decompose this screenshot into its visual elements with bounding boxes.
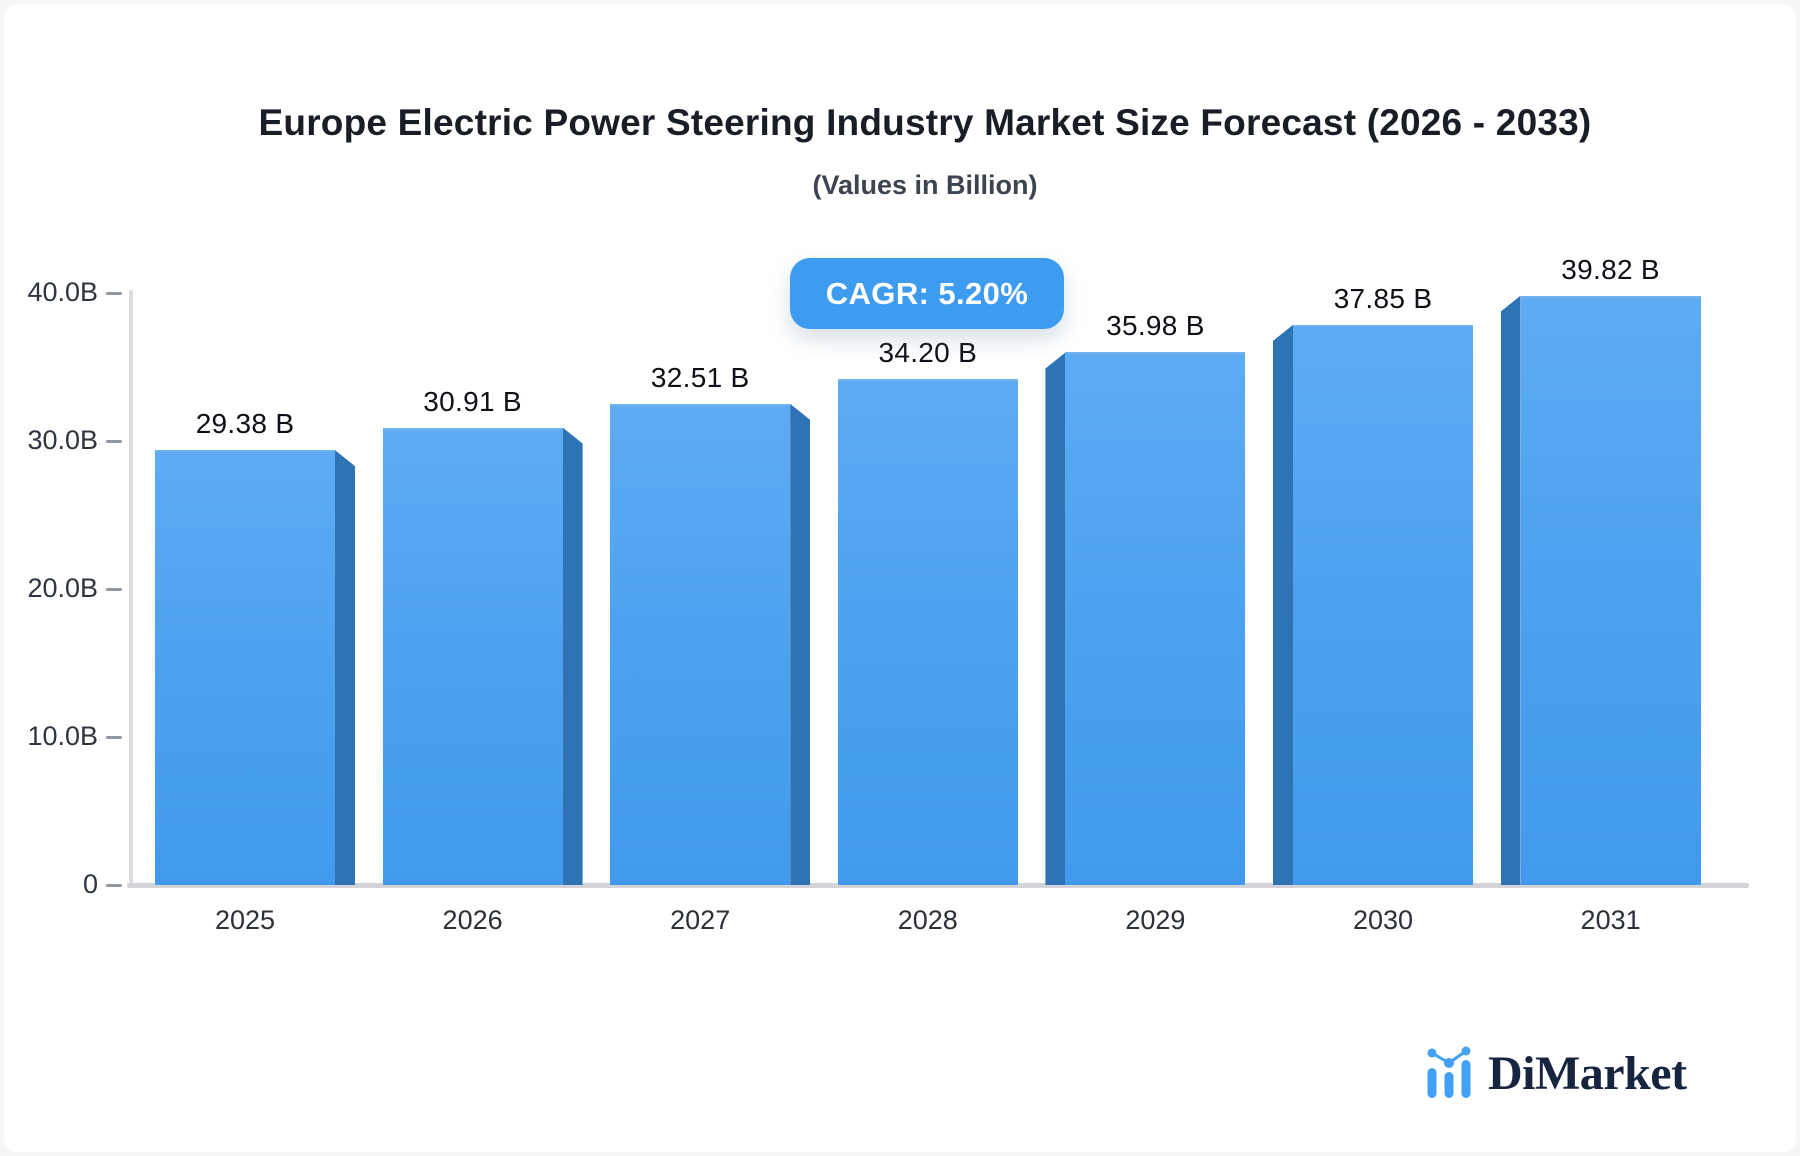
chart-card: Europe Electric Power Steering Industry … bbox=[4, 4, 1796, 1152]
bar-value-label: 37.85 B bbox=[1333, 282, 1433, 314]
chart-title: Europe Electric Power Steering Industry … bbox=[258, 102, 1592, 143]
bar-2026[interactable] bbox=[382, 427, 563, 885]
bar-2031-side bbox=[1500, 295, 1521, 885]
bar-chart-logo-icon bbox=[1427, 1046, 1471, 1098]
x-tick-label: 2028 bbox=[897, 905, 958, 935]
y-tick-label: 30.0B bbox=[27, 425, 98, 455]
bar-2029-side bbox=[1045, 352, 1066, 885]
bar-2025-side bbox=[335, 450, 355, 885]
bar-2028[interactable] bbox=[837, 378, 1018, 885]
cagr-badge: CAGR: 5.20% bbox=[790, 258, 1064, 329]
bar-value-label: 30.91 B bbox=[423, 385, 522, 417]
y-tick-mark bbox=[106, 883, 122, 887]
x-tick-label: 2027 bbox=[670, 905, 731, 935]
plot-area: 0 10.0B 20.0B 30.0B 40.0B 29.38 B 2025 30.91 B… bbox=[4, 4, 1796, 1152]
bar-value-label: 39.82 B bbox=[1561, 253, 1660, 285]
bar-value-label: 29.38 B bbox=[195, 408, 295, 440]
y-tick-mark bbox=[106, 439, 122, 443]
x-axis-line bbox=[127, 883, 1749, 888]
y-tick-label: 40.0B bbox=[27, 277, 98, 307]
brand-name: DiMarket bbox=[1488, 1047, 1687, 1100]
y-tick-label: 10.0B bbox=[27, 721, 98, 751]
y-tick-mark bbox=[106, 587, 122, 591]
bar-2030[interactable] bbox=[1293, 324, 1473, 885]
chart-subtitle: (Values in Billion) bbox=[812, 170, 1038, 200]
x-tick-label: 2030 bbox=[1352, 905, 1414, 935]
y-axis-line bbox=[129, 290, 133, 887]
x-tick-label: 2029 bbox=[1125, 905, 1186, 935]
y-tick-mark bbox=[106, 291, 122, 295]
x-tick-label: 2031 bbox=[1580, 905, 1641, 935]
bar-value-label: 34.20 B bbox=[878, 336, 978, 368]
bar-value-label: 35.98 B bbox=[1106, 310, 1205, 342]
x-tick-label: 2026 bbox=[442, 905, 503, 935]
y-tick-mark bbox=[106, 735, 122, 739]
bar-value-label: 32.51 B bbox=[650, 361, 750, 393]
bar-2027-side bbox=[790, 403, 811, 885]
brand-logo: DiMarket bbox=[1424, 1042, 1687, 1098]
bar-2031[interactable] bbox=[1520, 295, 1701, 885]
x-tick-label: 2025 bbox=[214, 905, 276, 935]
y-tick-label: 0 bbox=[82, 869, 98, 899]
bar-2027[interactable] bbox=[610, 403, 791, 885]
bar-2029[interactable] bbox=[1065, 352, 1246, 885]
bar-2025[interactable] bbox=[155, 450, 335, 885]
y-tick-label: 20.0B bbox=[27, 573, 98, 603]
bar-2026-side bbox=[562, 427, 583, 885]
bar-2030-side bbox=[1273, 324, 1293, 885]
